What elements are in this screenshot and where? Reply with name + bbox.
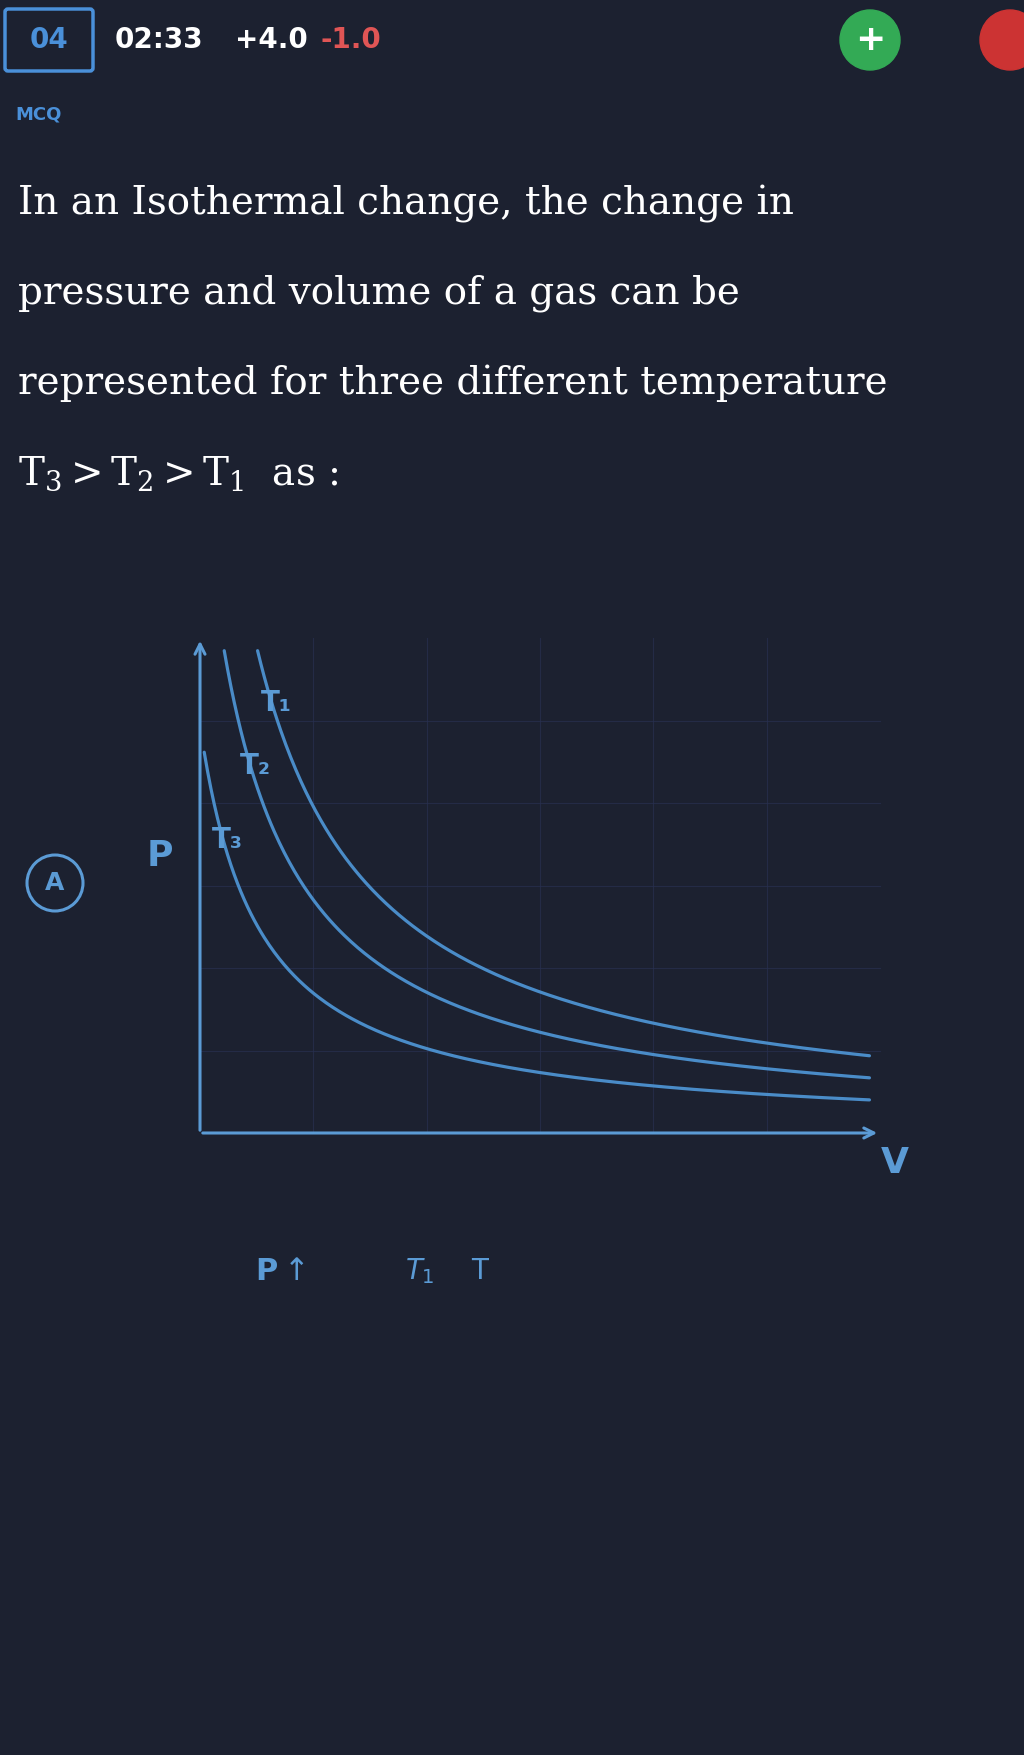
Text: 04: 04	[30, 26, 69, 54]
Text: -1.0: -1.0	[319, 26, 381, 54]
Text: +: +	[855, 23, 885, 56]
Text: T₁: T₁	[260, 688, 292, 716]
Text: represented for three different temperature: represented for three different temperat…	[18, 365, 888, 402]
Text: P: P	[146, 839, 173, 872]
Circle shape	[840, 11, 900, 70]
Text: +4.0: +4.0	[234, 26, 308, 54]
Text: $T_1$: $T_1$	[406, 1257, 435, 1286]
Text: $\mathregular{T_3 > T_2 > T_1}$  as :: $\mathregular{T_3 > T_2 > T_1}$ as :	[18, 455, 338, 493]
FancyBboxPatch shape	[5, 9, 93, 70]
Text: T₂: T₂	[240, 753, 270, 781]
Text: T: T	[472, 1257, 488, 1285]
Text: pressure and volume of a gas can be: pressure and volume of a gas can be	[18, 276, 740, 312]
Text: P$\uparrow$: P$\uparrow$	[255, 1257, 305, 1285]
Text: T₃: T₃	[212, 827, 243, 855]
Circle shape	[980, 11, 1024, 70]
Text: A: A	[45, 870, 65, 895]
Text: V: V	[881, 1146, 909, 1179]
Text: MCQ: MCQ	[15, 105, 61, 125]
Text: 02:33: 02:33	[115, 26, 204, 54]
Text: In an Isothermal change, the change in: In an Isothermal change, the change in	[18, 184, 794, 223]
